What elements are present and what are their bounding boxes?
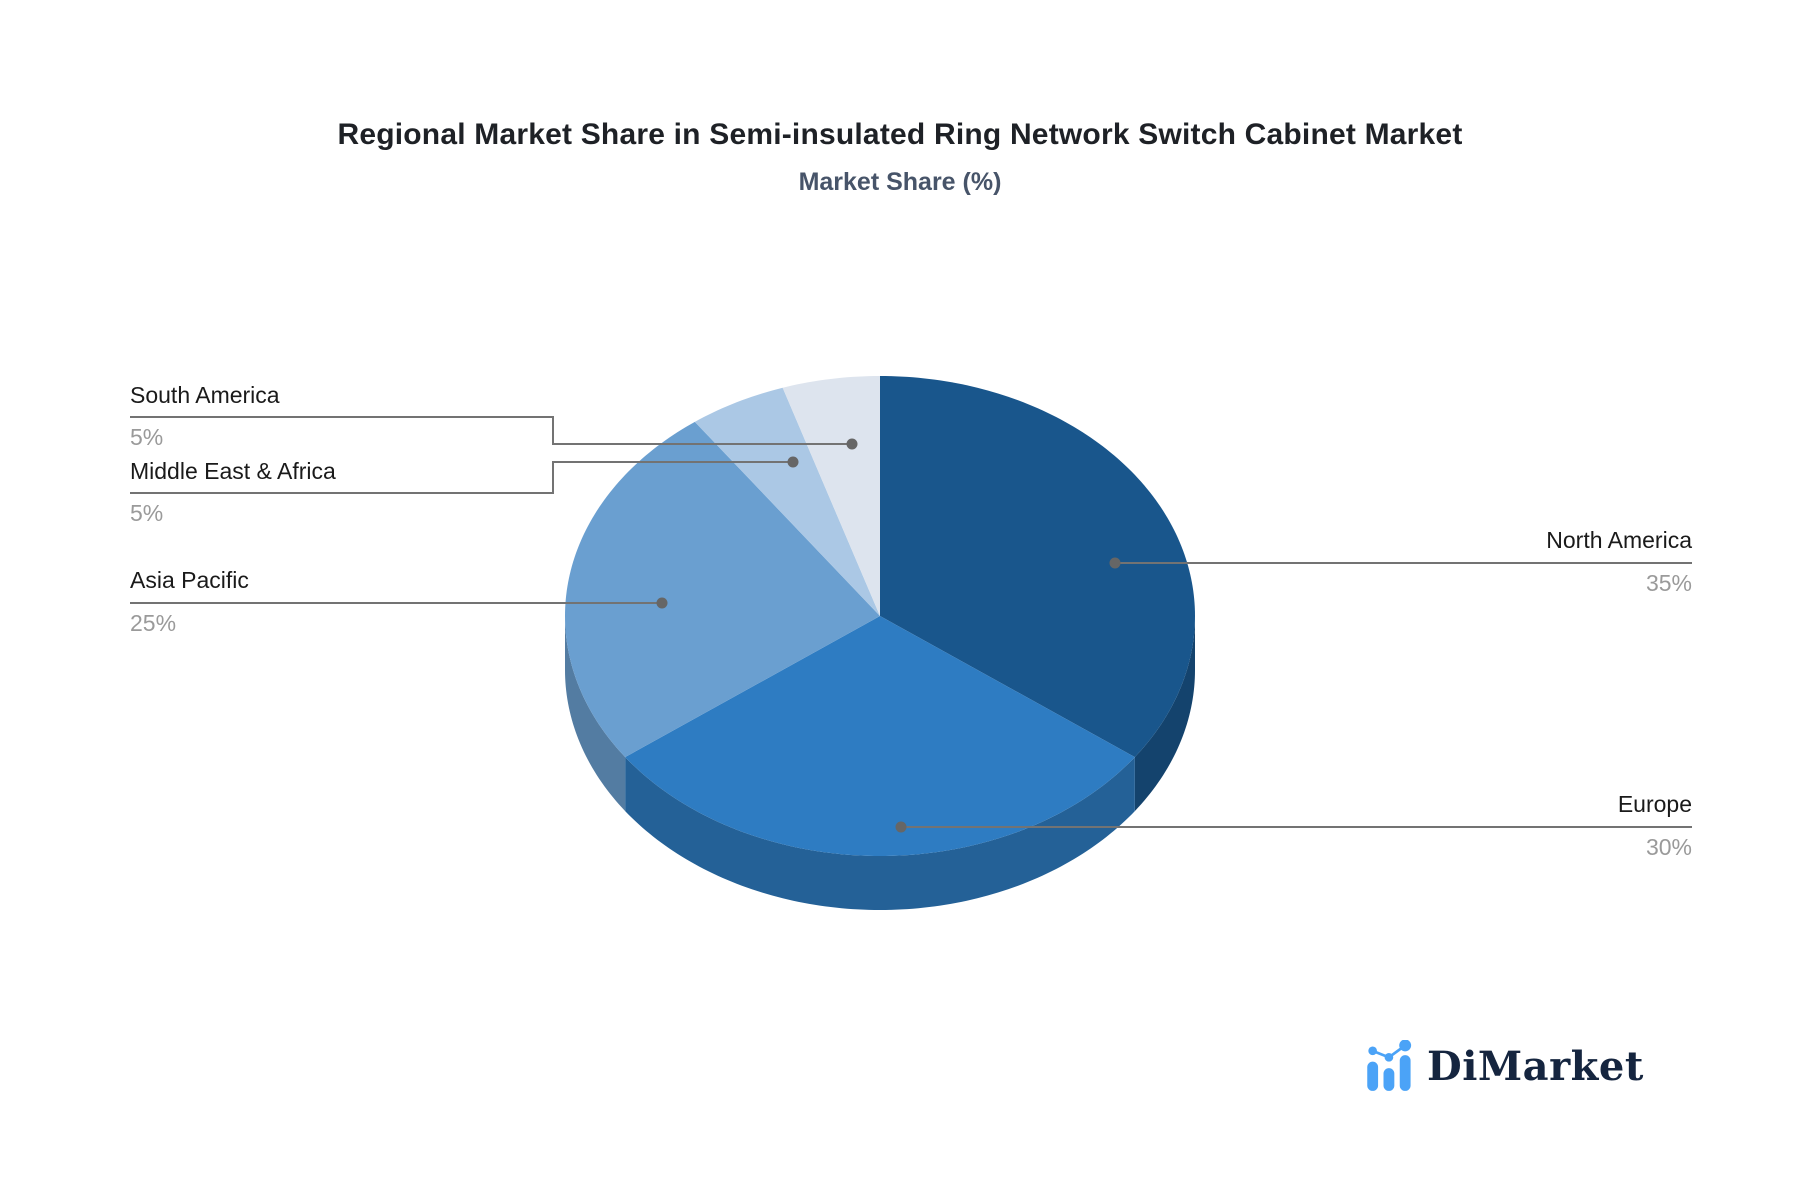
slice-label-middle-east-africa: Middle East & Africa: [130, 458, 336, 484]
chart-subtitle: Market Share (%): [798, 168, 1002, 196]
logo-text: DiMarket: [1427, 1043, 1644, 1090]
slice-label-asia-pacific: Asia Pacific: [130, 567, 249, 593]
pie-slice-side-europe: [625, 757, 1135, 910]
pie-slice-europe: [625, 616, 1135, 856]
label-dot-south-america: [846, 438, 858, 450]
label-dot-north-america: [1109, 557, 1121, 569]
slice-value-north-america: 35%: [1645, 570, 1692, 596]
dimarket-logo: DiMarket: [1366, 1040, 1644, 1092]
pie-slice-side-north-america: [1134, 616, 1195, 812]
bar-chart-icon: [1367, 1040, 1412, 1091]
pie-slice-north-america: [880, 376, 1195, 758]
pie-slice-side-asia-pacific: [565, 616, 626, 812]
slice-label-south-america: South America: [130, 382, 280, 408]
label-line-middle-east-africa: [130, 461, 793, 494]
label-dot-asia-pacific: [656, 597, 668, 609]
slice-value-europe: 30%: [1645, 834, 1692, 860]
slice-label-europe: Europe: [1617, 791, 1692, 817]
slice-label-north-america: North America: [1546, 527, 1692, 553]
slice-value-south-america: 5%: [130, 424, 164, 450]
label-line-south-america: [130, 416, 852, 445]
pie-slice-south-america: [782, 376, 880, 616]
pie-slice-asia-pacific: [565, 421, 880, 758]
slice-value-middle-east-africa: 5%: [130, 500, 164, 526]
slice-value-asia-pacific: 25%: [130, 610, 177, 636]
chart-title: Regional Market Share in Semi-insulated …: [337, 118, 1463, 151]
label-dot-europe: [895, 821, 907, 833]
label-dot-middle-east-africa: [787, 456, 799, 468]
